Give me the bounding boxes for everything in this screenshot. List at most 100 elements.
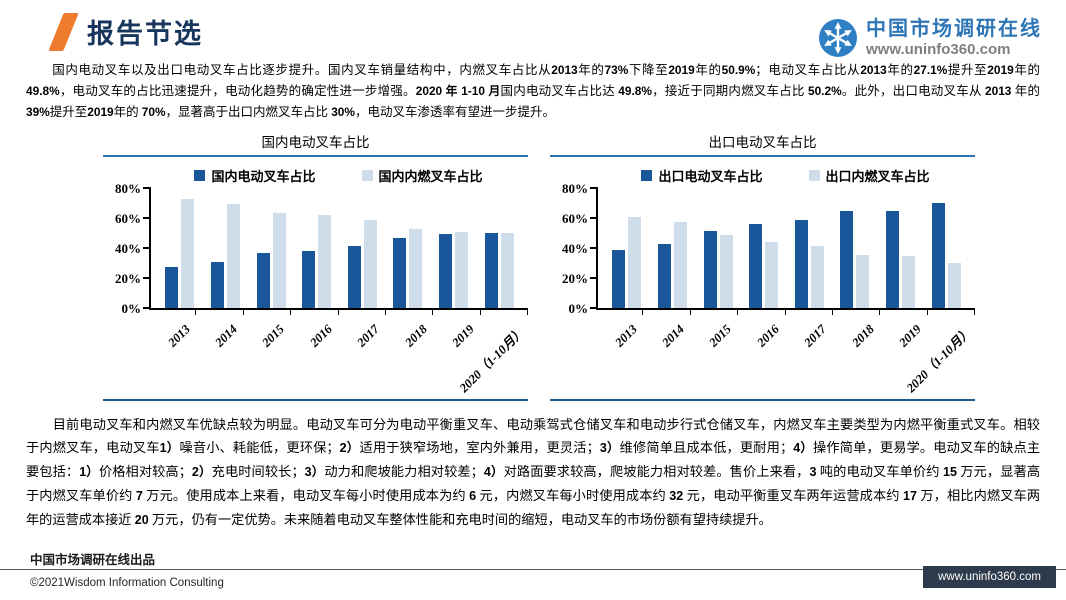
bar [256, 252, 270, 308]
charts-row: 国内电动叉车占比 国内电动叉车占比 国内内燃叉车占比 0% 20% 40% 60% 80%… [103, 131, 975, 401]
y-axis-tick [143, 277, 151, 279]
bar [272, 213, 286, 308]
x-axis-tick [738, 310, 786, 315]
bold-text-run: 50.9% [721, 63, 756, 77]
x-axis-ticks [149, 310, 528, 315]
page-title: 报告节选 [87, 19, 203, 49]
x-axis-tick [386, 310, 434, 315]
bar-group [612, 188, 642, 308]
bar [749, 224, 763, 308]
y-axis-tick [590, 187, 598, 189]
logo-name: 中国市场调研在线 [866, 18, 1042, 40]
x-axis-label-cell: 2015 [244, 315, 291, 399]
bold-text-run: 2019 [987, 63, 1014, 77]
bold-text-run: 3） [599, 441, 620, 455]
y-axis-tick [143, 307, 151, 309]
bar [302, 250, 316, 308]
y-axis-tick [590, 307, 598, 309]
text-run: 吨的电动叉车单价约 [816, 464, 943, 479]
chart-export-electric-forklift-share: 出口电动叉车占比 出口电动叉车占比 出口内燃叉车占比 0% 20% 40% 60% 80%… [550, 131, 975, 401]
bar-group [210, 188, 240, 308]
bold-text-run: 39% [26, 105, 50, 119]
x-axis-labels: 2013 2014 2015 2016 2017 2018 2019 2020（1-10月） [149, 315, 528, 399]
y-axis-label: 20% [562, 271, 588, 286]
bar [612, 249, 626, 308]
x-axis-tick [291, 310, 339, 315]
legend-label: 国内电动叉车占比 [211, 168, 316, 184]
x-axis-labels: 2013 2014 2015 2016 2017 2018 2019 2020（1-10月） [596, 315, 975, 399]
bold-text-run: 1） [79, 465, 99, 479]
text-run: 充电时间较长； [211, 464, 305, 479]
bold-text-run: 4） [483, 465, 504, 479]
x-axis-label: 2014 [659, 322, 687, 350]
text-run: ，显著高于出口内燃叉车占比 [165, 105, 332, 119]
bold-text-run: 2013 [860, 63, 887, 77]
legend-swatch [808, 169, 820, 181]
x-axis-tick [596, 310, 644, 315]
y-axis-tick [143, 247, 151, 249]
text-run: 噪音小、耗能低，更环保； [179, 440, 340, 455]
snowflake-logo-icon [819, 19, 857, 58]
bar [409, 228, 423, 308]
plot-wrap: 0% 20% 40% 60% 80% 2013 2014 2015 2016 2017 2018 2… [562, 181, 975, 399]
bar-group [886, 188, 916, 308]
x-axis-label: 2013 [612, 322, 640, 350]
text-run: 操作简单，更易学。电动叉车的缺点主要包括： [26, 440, 1040, 479]
text-run: 提升至 [49, 105, 88, 119]
y-axis-tick [590, 247, 598, 249]
x-axis-label-cell: 2018 [386, 315, 433, 399]
text-run: 动力和爬坡能力相对较差； [324, 464, 484, 479]
bar [673, 221, 687, 308]
bar-group [840, 188, 870, 308]
bar-group [256, 188, 286, 308]
x-axis-label: 2015 [706, 322, 735, 350]
x-axis-label: 2019 [449, 322, 477, 350]
text-run: 国内电动叉车以及出口电动叉车占比逐步提升。国内叉车销量结构中，内燃叉车占比从 [26, 63, 552, 77]
bold-text-run: 70% [141, 105, 166, 119]
x-axis-tick [833, 310, 881, 315]
bar [794, 220, 808, 308]
x-axis-label-cell: 2016 [738, 315, 785, 399]
bar [347, 246, 361, 308]
x-axis-label-cell: 2013 [596, 315, 643, 399]
bar [318, 215, 332, 308]
bold-text-run: 27.1% [913, 63, 948, 77]
legend-label: 出口电动叉车占比 [658, 168, 763, 184]
text-run: 年的 [694, 63, 722, 77]
legend-item: 国内电动叉车占比 [194, 166, 316, 185]
text-run: 。此外，出口电动叉车从 [841, 84, 985, 98]
text-run: 目前电动叉车和内燃叉车优缺点较为明显。电动叉车可分为电动平衡重叉车、电动乘驾式仓… [26, 417, 1040, 455]
text-run: 国内电动叉车占比达 [500, 84, 619, 98]
text-run: 万元，显著高于内燃叉车单价约 [26, 464, 1040, 503]
y-axis-tick [143, 217, 151, 219]
chart-title-rule [103, 155, 528, 157]
bar-group [703, 188, 733, 308]
text-run: ，电动叉车渗透率有望进一步提升。 [354, 105, 555, 119]
bar [886, 210, 900, 308]
chart-title-rule [550, 155, 975, 157]
bar [931, 203, 945, 308]
x-axis-label: 2017 [354, 322, 383, 350]
x-axis-tick [786, 310, 833, 315]
chart-bottom-rule [103, 399, 528, 401]
bold-text-run: 2） [191, 465, 212, 479]
x-axis-label-cell: 2017 [786, 315, 833, 399]
y-axis-label: 40% [115, 241, 141, 256]
legend-item: 出口内燃叉车占比 [808, 166, 930, 185]
x-axis-label-cell: 2020（1-10月） [904, 315, 975, 399]
x-axis-tick [691, 310, 739, 315]
y-axis-label: 80% [115, 181, 141, 196]
chart-legend: 国内电动叉车占比 国内内燃叉车占比 [149, 166, 528, 184]
x-axis-label-cell: 2013 [149, 315, 196, 399]
bold-text-run: 2） [339, 441, 360, 455]
bar [393, 237, 407, 308]
text-run: ；电动叉车占比从 [755, 63, 861, 77]
text-run: 年的 [577, 63, 605, 77]
text-run: 万，相比内燃叉车两年的运营成本接近 [26, 488, 1040, 527]
bar [856, 254, 870, 308]
x-axis-label: 2017 [801, 322, 830, 350]
bold-text-run: 2020 年 1-10 月 [415, 84, 501, 98]
text-run: 价格相对较高； [98, 464, 192, 479]
logo-website: www.uninfo360.com [866, 41, 1011, 58]
x-axis-label-cell: 2018 [833, 315, 880, 399]
